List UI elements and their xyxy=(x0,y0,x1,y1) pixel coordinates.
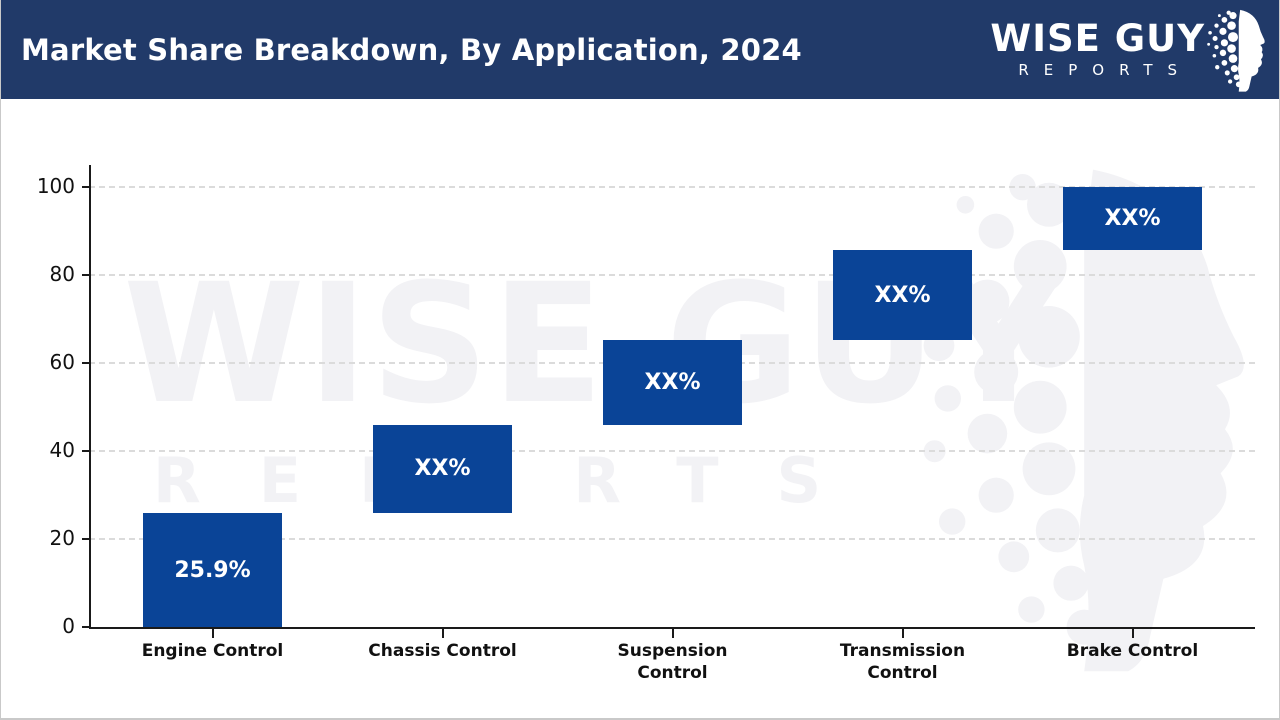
y-tick-mark xyxy=(82,538,89,540)
x-axis-label: Chassis Control xyxy=(368,641,517,661)
y-tick-label: 100 xyxy=(36,174,75,198)
x-tick-mark xyxy=(211,629,214,638)
gridline xyxy=(89,538,1255,540)
watermark-sub-text: REPORTS xyxy=(153,444,880,517)
y-tick-label: 40 xyxy=(49,438,75,462)
y-tick-label: 60 xyxy=(49,350,75,374)
y-tick-mark xyxy=(82,186,89,188)
bar: XX% xyxy=(603,339,742,425)
x-axis-label: Engine Control xyxy=(141,641,284,661)
y-axis-line xyxy=(89,165,91,629)
x-axis-label: Suspension Control xyxy=(617,641,728,684)
x-tick-mark xyxy=(671,629,674,638)
x-axis-label: Brake Control xyxy=(1066,641,1199,661)
gridline xyxy=(89,186,1255,188)
y-tick-mark xyxy=(82,626,89,628)
x-tick-mark xyxy=(441,629,444,638)
x-axis-line xyxy=(89,627,1255,629)
page-title: Market Share Breakdown, By Application, … xyxy=(21,32,802,67)
bar-value-label: XX% xyxy=(874,282,931,308)
y-tick-label: 0 xyxy=(62,614,75,638)
wiseguy-logo: WISE GUY REPORTS xyxy=(990,7,1269,93)
logo-sub: REPORTS xyxy=(1018,61,1193,79)
bar: XX% xyxy=(833,250,972,340)
y-tick-mark xyxy=(82,274,89,276)
y-tick-mark xyxy=(82,450,89,452)
bar-value-label: XX% xyxy=(1104,206,1161,232)
header-bar: Market Share Breakdown, By Application, … xyxy=(1,0,1279,99)
gridline xyxy=(89,450,1255,452)
x-tick-mark xyxy=(1131,629,1134,638)
logo-face-icon xyxy=(1207,9,1265,92)
watermark-face-icon xyxy=(890,169,1244,672)
gridline xyxy=(89,274,1255,276)
y-tick-label: 20 xyxy=(49,526,75,550)
bar: XX% xyxy=(1063,187,1202,251)
bar: XX% xyxy=(373,424,512,514)
logo-text: WISE GUY REPORTS xyxy=(990,20,1205,79)
bar: 25.9% xyxy=(143,513,282,627)
bar-value-label: XX% xyxy=(414,456,471,482)
bar-value-label: XX% xyxy=(644,369,701,395)
bar-value-label: 25.9% xyxy=(174,557,251,583)
x-axis-label: Transmission Control xyxy=(839,641,966,684)
logo-name: WISE GUY xyxy=(990,17,1205,60)
x-tick-mark xyxy=(901,629,904,638)
y-tick-label: 80 xyxy=(49,262,75,286)
y-tick-mark xyxy=(82,362,89,364)
